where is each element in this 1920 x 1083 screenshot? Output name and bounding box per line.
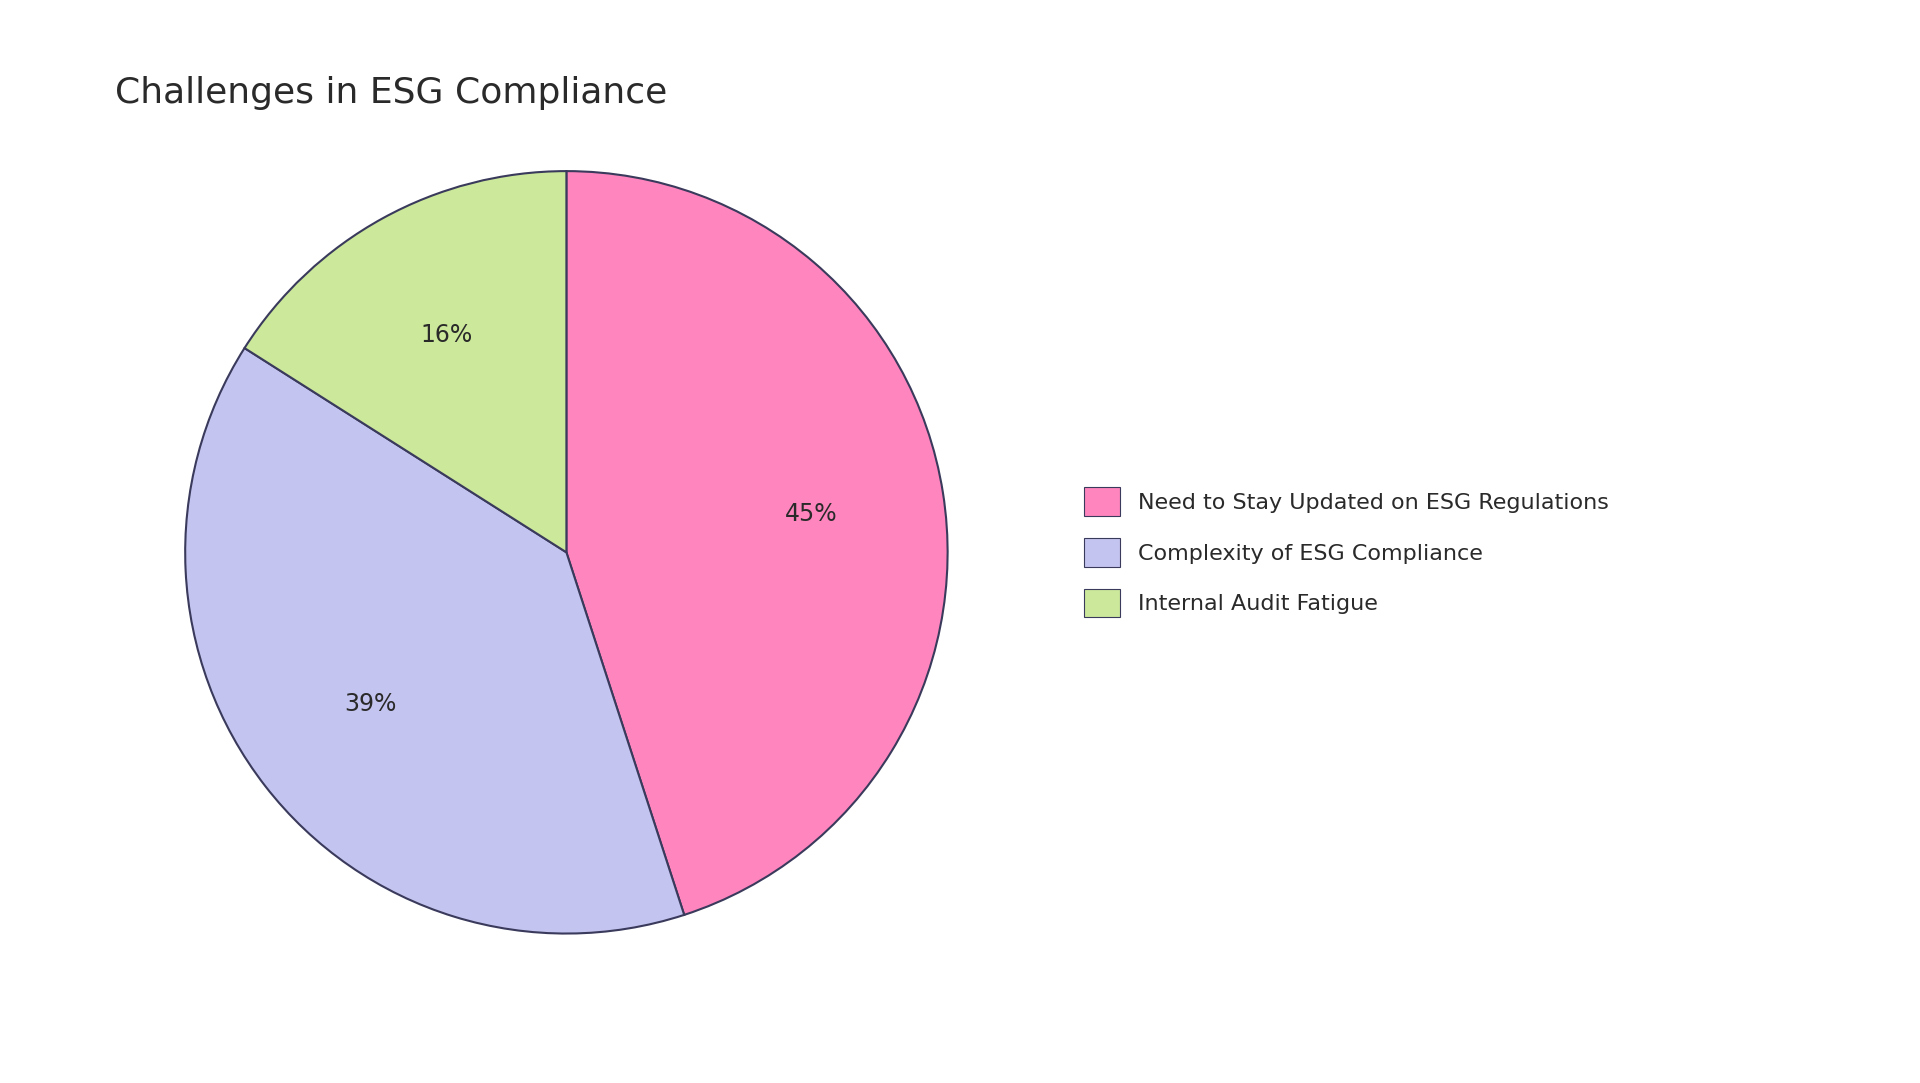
Text: Challenges in ESG Compliance: Challenges in ESG Compliance (115, 76, 668, 109)
Text: 39%: 39% (344, 692, 397, 716)
Legend: Need to Stay Updated on ESG Regulations, Complexity of ESG Compliance, Internal : Need to Stay Updated on ESG Regulations,… (1073, 477, 1620, 628)
Wedge shape (566, 171, 948, 915)
Wedge shape (184, 348, 684, 934)
Text: 45%: 45% (785, 501, 837, 525)
Text: 16%: 16% (420, 323, 472, 348)
Wedge shape (244, 171, 566, 552)
